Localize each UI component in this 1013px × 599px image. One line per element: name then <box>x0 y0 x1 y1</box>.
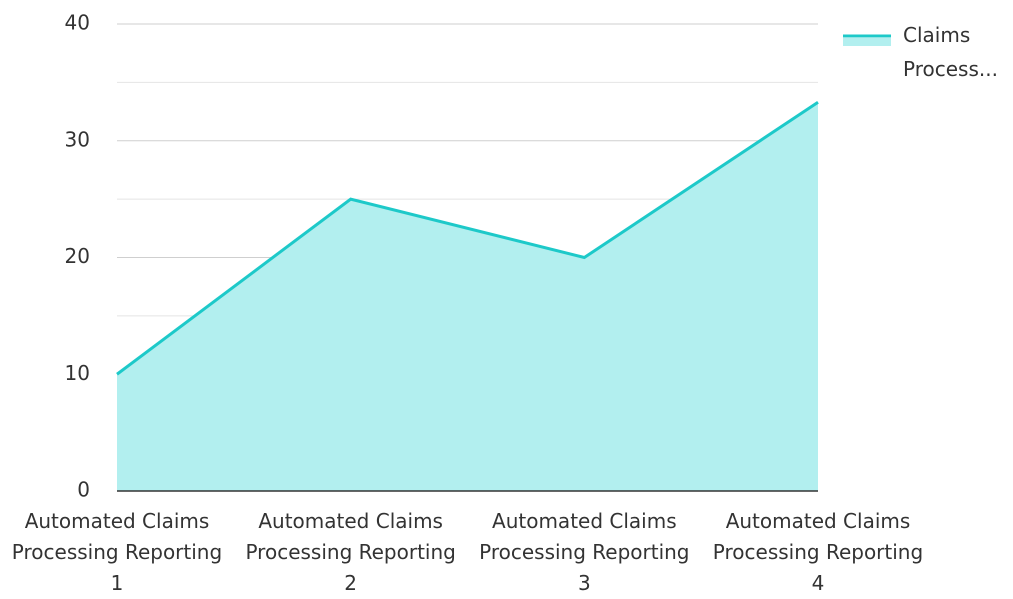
y-tick-label: 0 <box>77 478 90 502</box>
text-line: 2 <box>344 571 357 595</box>
text-line: 4 <box>812 571 825 595</box>
x-tick-label: Automated Claims Processing Reporting 1 <box>12 509 222 595</box>
y-tick-label: 30 <box>65 127 90 151</box>
text-line: Processing Reporting <box>479 540 689 564</box>
legend-area-swatch <box>843 38 891 46</box>
text-line: Automated Claims <box>258 509 443 533</box>
text-line: Processing Reporting <box>245 540 455 564</box>
y-tick-label: 20 <box>65 244 90 268</box>
text-line: Automated Claims <box>726 509 911 533</box>
text-line: Claims <box>903 23 970 47</box>
area <box>117 102 818 491</box>
line <box>116 100 819 376</box>
y-tick-label: 40 <box>65 11 90 35</box>
x-tick-label: Automated Claims Processing Reporting 3 <box>479 509 689 595</box>
text-line: Automated Claims <box>492 509 677 533</box>
text-line: 3 <box>578 571 591 595</box>
legend-label: Claims Process... <box>903 23 998 81</box>
text-line: 1 <box>111 571 124 595</box>
text-line: Processing Reporting <box>713 540 923 564</box>
y-tick-label: 10 <box>65 361 90 385</box>
text-line: Processing Reporting <box>12 540 222 564</box>
x-tick-label: Automated Claims Processing Reporting 4 <box>713 509 923 595</box>
text-line: Automated Claims <box>25 509 210 533</box>
x-tick-label: Automated Claims Processing Reporting 2 <box>245 509 455 595</box>
text-line: Process... <box>903 57 998 81</box>
